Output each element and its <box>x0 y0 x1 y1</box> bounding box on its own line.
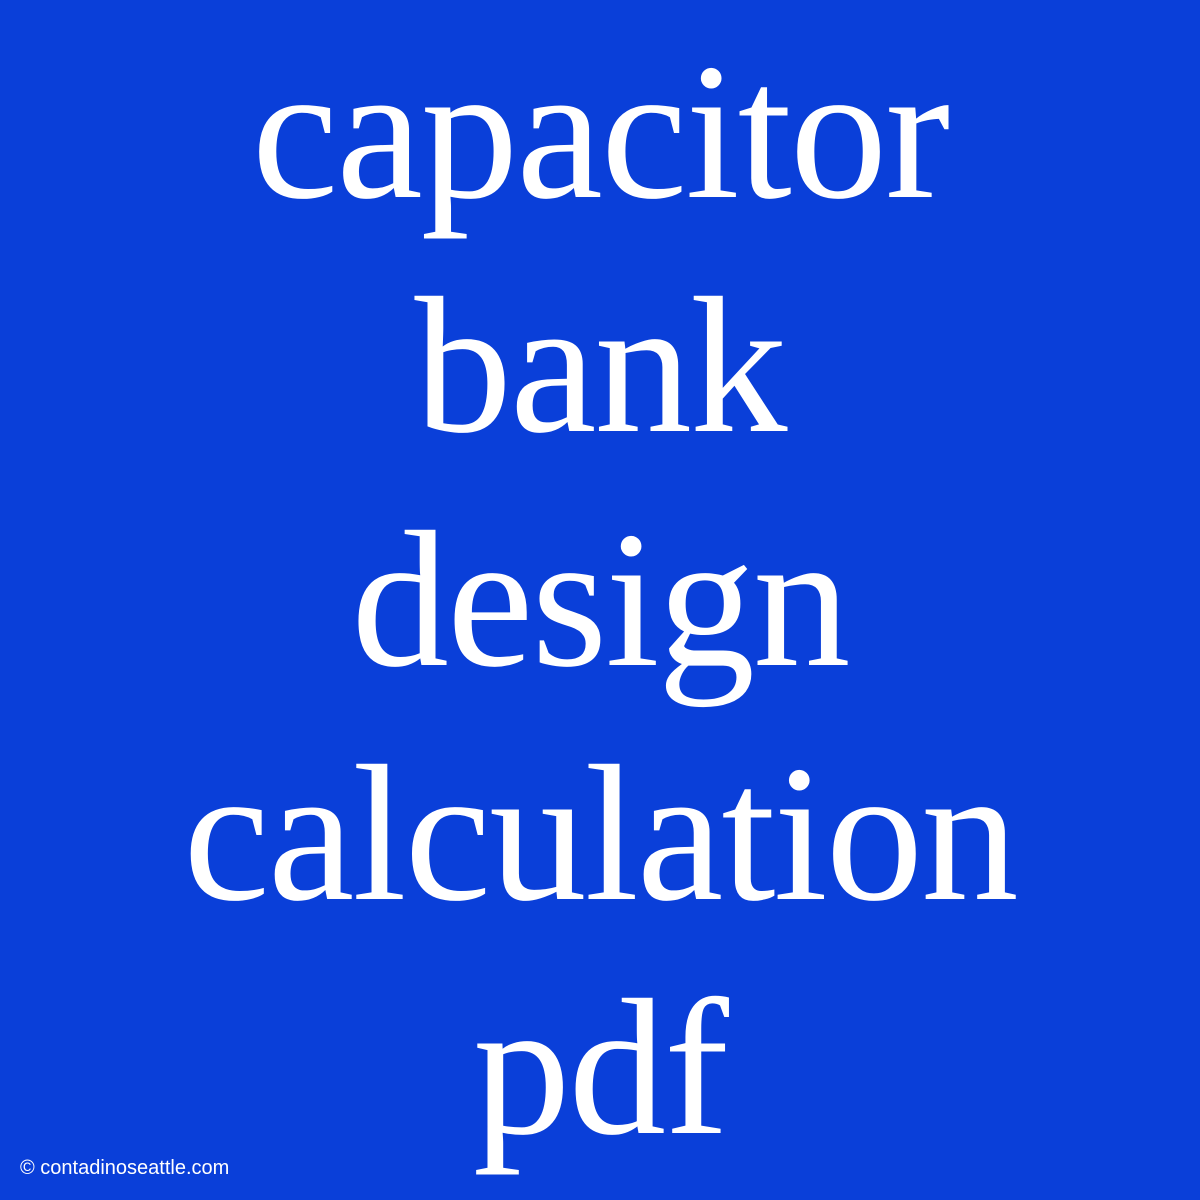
main-title: capacitor bank design calculation pdf <box>183 15 1016 1185</box>
title-line-4: calculation <box>183 717 1016 951</box>
title-line-1: capacitor <box>183 15 1016 249</box>
title-line-3: design <box>183 483 1016 717</box>
copyright-text: © contadinoseattle.com <box>20 1157 229 1180</box>
title-line-2: bank <box>183 249 1016 483</box>
title-line-5: pdf <box>183 951 1016 1185</box>
